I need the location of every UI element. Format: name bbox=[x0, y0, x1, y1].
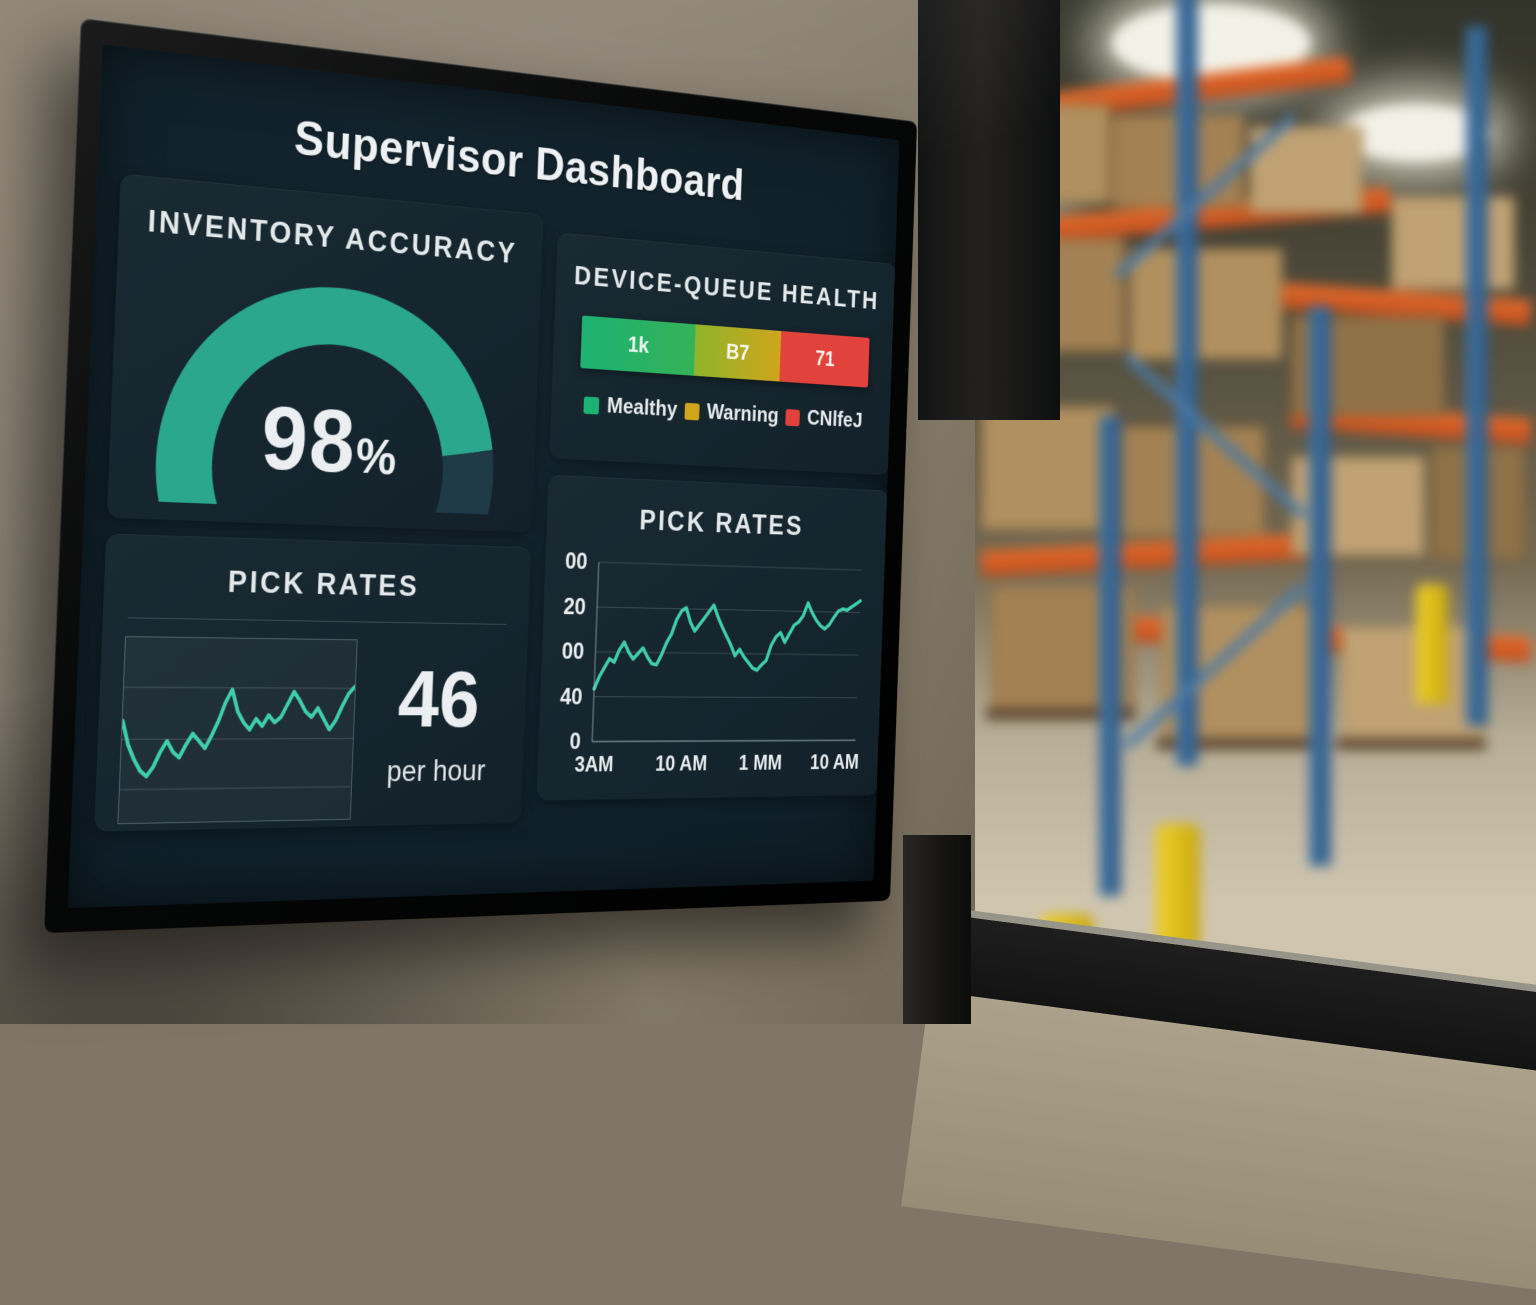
left-column: INVENTORY ACCURACY 98% PICK RATES bbox=[94, 173, 544, 832]
x-axis-tick: 10 AM bbox=[809, 750, 860, 774]
status-segment: B7 bbox=[693, 324, 782, 382]
pick-rate-value: 46 bbox=[396, 654, 482, 745]
pick-rates-summary-panel: PICK RATES 46 per hour bbox=[94, 533, 532, 832]
y-axis-tick: 20 bbox=[562, 593, 587, 620]
wall-mounted-tv: Supervisor Dashboard INVENTORY ACCURACY … bbox=[43, 17, 918, 934]
legend-label: Warning bbox=[706, 399, 780, 428]
status-segment: 71 bbox=[779, 331, 870, 388]
device-queue-health-panel: DEVICE-QUEUE HEALTH 1k B7 71 Mealthy Warnin… bbox=[549, 232, 897, 476]
device-queue-health-title: DEVICE-QUEUE HEALTH bbox=[573, 261, 880, 316]
legend-label: CNlfeJ bbox=[806, 406, 863, 433]
pick-rate-sparkline-chart bbox=[118, 637, 356, 823]
pick-rates-line-chart: 00 20 00 40 0 3AM 10 AM 1 MM 10 AM bbox=[560, 548, 861, 776]
y-axis-tick: 40 bbox=[559, 683, 584, 709]
pick-rates-summary-title: PICK RATES bbox=[227, 564, 420, 603]
legend-swatch bbox=[583, 396, 600, 415]
pick-rate-unit: per hour bbox=[386, 754, 486, 789]
legend-label: Mealthy bbox=[606, 393, 678, 422]
pick-rates-summary-body: 46 per hour bbox=[94, 618, 528, 825]
inventory-accuracy-panel: INVENTORY ACCURACY 98% bbox=[106, 173, 544, 533]
status-legend: Mealthy Warning CNlfeJ bbox=[583, 392, 863, 434]
legend-item: CNlfeJ bbox=[785, 405, 863, 434]
pick-rates-trend-panel: PICK RATES 00 20 00 40 0 3AM 10 AM 1 MM 10 AM bbox=[536, 474, 889, 801]
pick-rate-value-block: 46 per hour bbox=[366, 640, 507, 820]
y-axis-tick: 00 bbox=[561, 638, 585, 664]
status-segment: 1k bbox=[580, 315, 696, 376]
legend-item: Mealthy bbox=[583, 392, 678, 423]
y-axis-tick: 0 bbox=[569, 728, 582, 754]
y-axis-tick: 00 bbox=[564, 547, 589, 575]
x-axis-tick: 1 MM bbox=[738, 751, 783, 775]
pick-rates-line-plot bbox=[592, 562, 861, 741]
panel-grid: INVENTORY ACCURACY 98% PICK RATES bbox=[71, 145, 897, 832]
dashboard-screen: Supervisor Dashboard INVENTORY ACCURACY … bbox=[67, 44, 900, 909]
x-axis-tick: 10 AM bbox=[654, 751, 708, 776]
legend-swatch bbox=[785, 408, 800, 426]
legend-item: Warning bbox=[684, 398, 779, 428]
gauge-unit: % bbox=[354, 428, 400, 486]
device-queue-status-bar: 1k B7 71 bbox=[580, 315, 870, 388]
sparkline-box bbox=[117, 636, 358, 825]
legend-swatch bbox=[684, 402, 700, 421]
gauge-value: 98 bbox=[259, 389, 359, 492]
pick-rates-trend-title: PICK RATES bbox=[638, 504, 805, 542]
x-axis-tick: 3AM bbox=[574, 752, 614, 777]
right-column: DEVICE-QUEUE HEALTH 1k B7 71 Mealthy Warnin… bbox=[536, 216, 897, 823]
